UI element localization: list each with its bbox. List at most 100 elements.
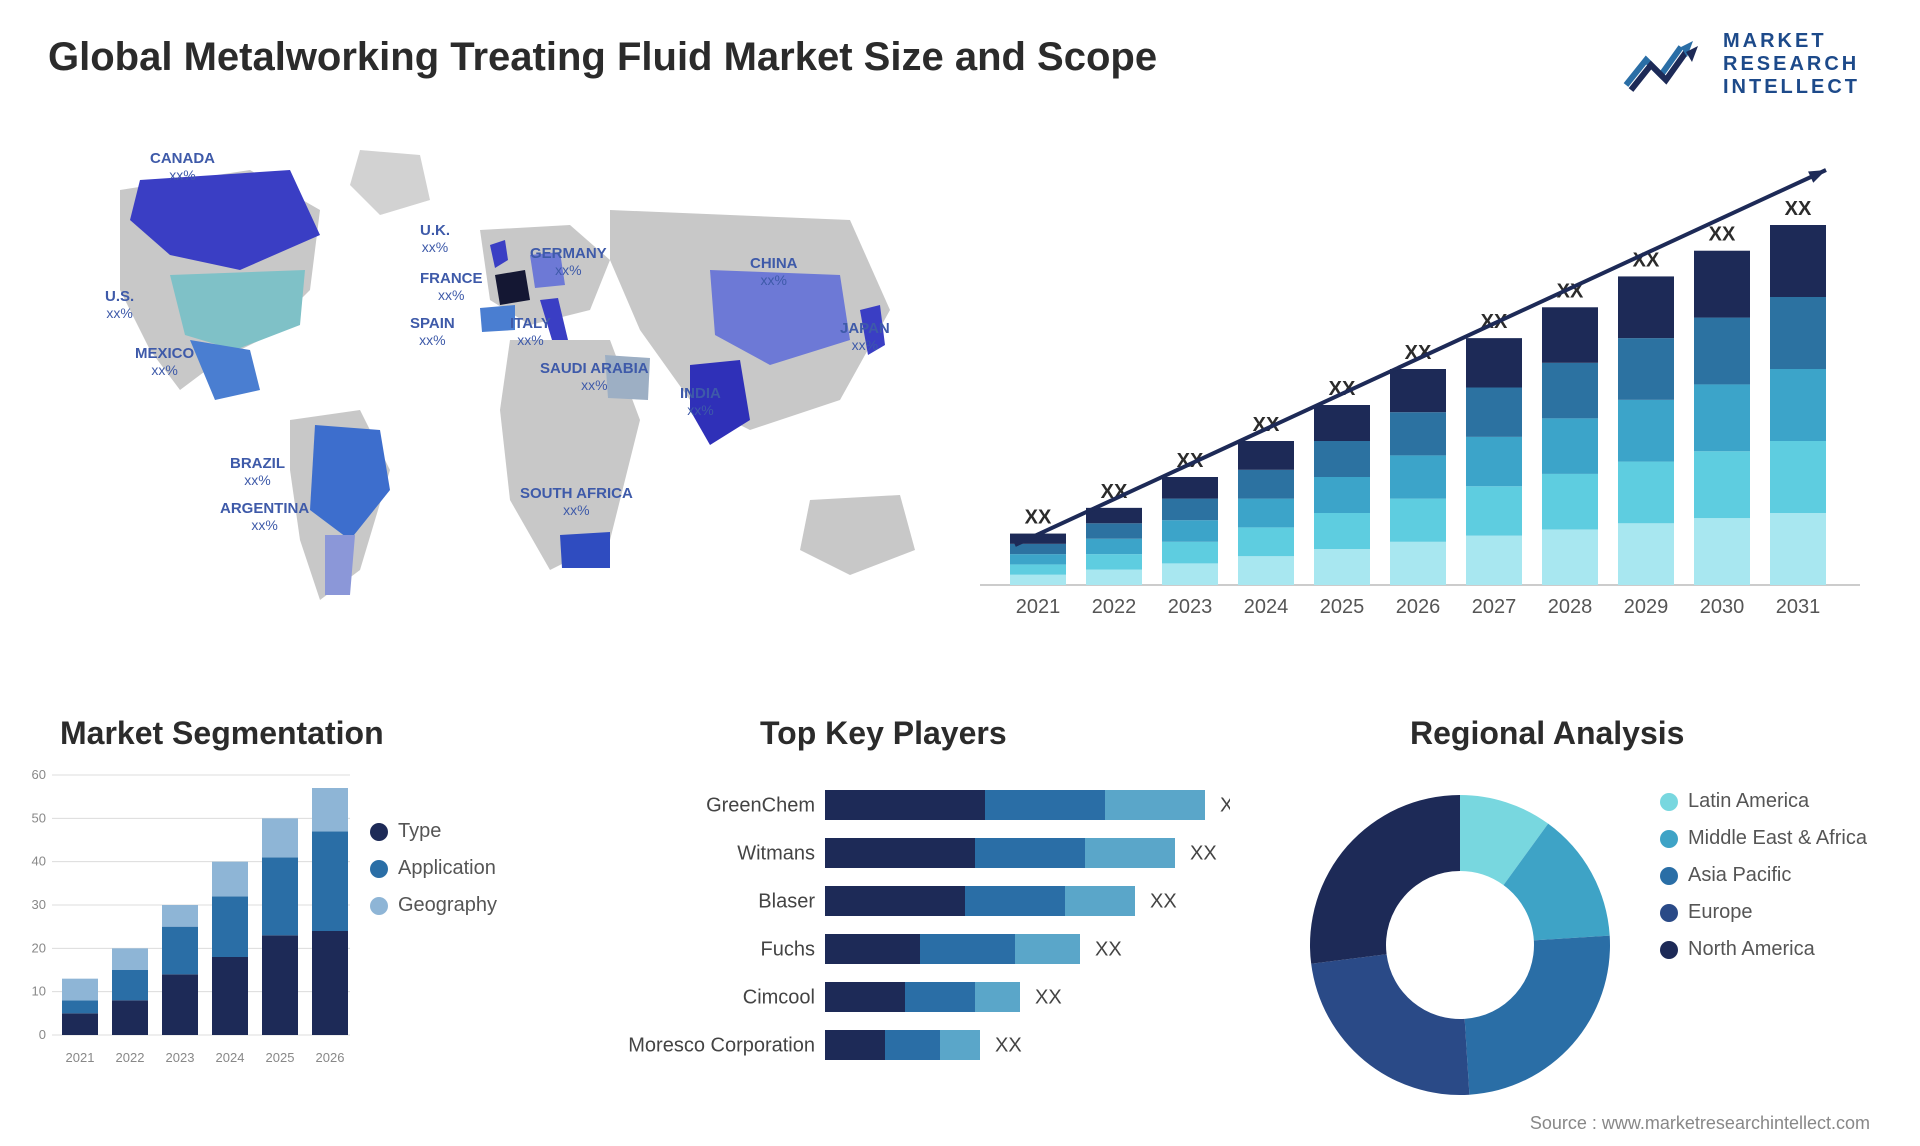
svg-text:XX: XX	[1025, 507, 1052, 529]
svg-text:XX: XX	[1709, 224, 1736, 246]
map-label-canada: CANADAxx%	[150, 150, 215, 185]
growth-chart-svg: XX2021XX2022XX2023XX2024XX2025XX2026XX20…	[980, 150, 1860, 630]
map-label-u-s-: U.S.xx%	[105, 288, 134, 323]
legend-label: Application	[398, 857, 496, 880]
map-label-mexico: MEXICOxx%	[135, 345, 194, 380]
logo: MARKET RESEARCH INTELLECT	[1621, 30, 1860, 99]
map-label-japan: JAPANxx%	[840, 320, 890, 355]
svg-text:2026: 2026	[316, 1050, 345, 1065]
seg-legend-application: Application	[370, 857, 497, 880]
svg-text:Fuchs: Fuchs	[761, 939, 815, 961]
svg-text:2023: 2023	[1168, 596, 1213, 618]
svg-text:2031: 2031	[1776, 596, 1821, 618]
svg-text:Moresco Corporation: Moresco Corporation	[628, 1035, 815, 1057]
regional-donut	[1290, 775, 1630, 1115]
legend-label: Asia Pacific	[1688, 864, 1791, 887]
segmentation-legend: Type Application Geography	[370, 820, 497, 931]
legend-dot-icon	[370, 823, 388, 841]
legend-dot-icon	[370, 897, 388, 915]
logo-line3: INTELLECT	[1723, 76, 1860, 99]
svg-text:2028: 2028	[1548, 596, 1593, 618]
regional-legend: Latin America Middle East & Africa Asia Pa…	[1660, 790, 1867, 975]
svg-text:2025: 2025	[1320, 596, 1365, 618]
svg-text:XX: XX	[1150, 891, 1177, 913]
map-label-brazil: BRAZILxx%	[230, 455, 285, 490]
logo-text: MARKET RESEARCH INTELLECT	[1723, 30, 1860, 99]
legend-label: Middle East & Africa	[1688, 827, 1867, 850]
svg-text:XX: XX	[1220, 795, 1230, 817]
map-label-germany: GERMANYxx%	[530, 245, 607, 280]
svg-text:2023: 2023	[166, 1050, 195, 1065]
regional-heading: Regional Analysis	[1410, 715, 1684, 752]
svg-text:2024: 2024	[1244, 596, 1289, 618]
svg-text:Witmans: Witmans	[737, 843, 815, 865]
logo-icon	[1621, 35, 1711, 95]
svg-text:2025: 2025	[266, 1050, 295, 1065]
world-map: CANADAxx% U.S.xx%MEXICOxx% BRAZILxx% ARGENT…	[50, 140, 930, 620]
map-label-italy: ITALYxx%	[510, 315, 551, 350]
svg-text:2022: 2022	[116, 1050, 145, 1065]
legend-label: Type	[398, 820, 441, 843]
svg-text:Cimcool: Cimcool	[743, 987, 815, 1009]
map-label-saudi-arabia: SAUDI ARABIAxx%	[540, 360, 649, 395]
legend-dot-icon	[1660, 904, 1678, 922]
legend-label: Latin America	[1688, 790, 1809, 813]
players-chart: GreenChem XX Witmans XX Blaser XX Fuchs XX Cimco…	[610, 780, 1230, 1110]
svg-text:2021: 2021	[66, 1050, 95, 1065]
map-label-u-k-: U.K.xx%	[420, 222, 450, 257]
seg-legend-type: Type	[370, 820, 497, 843]
svg-text:60: 60	[32, 770, 46, 782]
svg-text:2030: 2030	[1700, 596, 1745, 618]
legend-label: Geography	[398, 894, 497, 917]
page-title: Global Metalworking Treating Fluid Marke…	[48, 35, 1157, 80]
legend-dot-icon	[1660, 793, 1678, 811]
map-label-france: FRANCExx%	[420, 270, 483, 305]
segmentation-heading: Market Segmentation	[60, 715, 384, 752]
svg-text:Blaser: Blaser	[758, 891, 815, 913]
growth-chart: XX2021XX2022XX2023XX2024XX2025XX2026XX20…	[980, 150, 1860, 630]
map-label-argentina: ARGENTINAxx%	[220, 500, 309, 535]
svg-text:XX: XX	[1785, 198, 1812, 220]
map-label-india: INDIAxx%	[680, 385, 721, 420]
world-map-svg	[50, 140, 930, 620]
svg-text:30: 30	[32, 897, 46, 912]
players-chart-svg: GreenChem XX Witmans XX Blaser XX Fuchs XX Cimco…	[610, 780, 1230, 1110]
logo-line1: MARKET	[1723, 30, 1860, 53]
svg-text:XX: XX	[1035, 987, 1062, 1009]
map-label-spain: SPAINxx%	[410, 315, 455, 350]
svg-text:2029: 2029	[1624, 596, 1669, 618]
svg-text:XX: XX	[995, 1035, 1022, 1057]
region-legend-europe: Europe	[1660, 901, 1867, 924]
svg-text:2022: 2022	[1092, 596, 1137, 618]
legend-dot-icon	[1660, 830, 1678, 848]
svg-text:XX: XX	[1095, 939, 1122, 961]
legend-dot-icon	[370, 860, 388, 878]
svg-text:10: 10	[32, 984, 46, 999]
region-legend-north-america: North America	[1660, 938, 1867, 961]
svg-text:50: 50	[32, 810, 46, 825]
region-legend-latin-america: Latin America	[1660, 790, 1867, 813]
svg-text:2021: 2021	[1016, 596, 1061, 618]
svg-text:XX: XX	[1190, 843, 1217, 865]
legend-label: Europe	[1688, 901, 1753, 924]
legend-label: North America	[1688, 938, 1815, 961]
svg-text:40: 40	[32, 854, 46, 869]
map-label-china: CHINAxx%	[750, 255, 798, 290]
map-label-south-africa: SOUTH AFRICAxx%	[520, 485, 633, 520]
seg-legend-geography: Geography	[370, 894, 497, 917]
region-legend-middle-east-africa: Middle East & Africa	[1660, 827, 1867, 850]
svg-text:GreenChem: GreenChem	[706, 795, 815, 817]
source-line: Source : www.marketresearchintellect.com	[1530, 1113, 1870, 1134]
regional-donut-svg	[1290, 775, 1630, 1115]
legend-dot-icon	[1660, 941, 1678, 959]
region-legend-asia-pacific: Asia Pacific	[1660, 864, 1867, 887]
svg-text:2026: 2026	[1396, 596, 1441, 618]
logo-line2: RESEARCH	[1723, 53, 1860, 76]
segmentation-chart-svg: 0 10 20 30 40 50 60 2021 2022 2023 2024 2025 2026	[20, 770, 380, 1100]
svg-text:2027: 2027	[1472, 596, 1517, 618]
legend-dot-icon	[1660, 867, 1678, 885]
svg-text:20: 20	[32, 940, 46, 955]
players-heading: Top Key Players	[760, 715, 1007, 752]
svg-text:0: 0	[39, 1027, 46, 1042]
svg-text:2024: 2024	[216, 1050, 245, 1065]
